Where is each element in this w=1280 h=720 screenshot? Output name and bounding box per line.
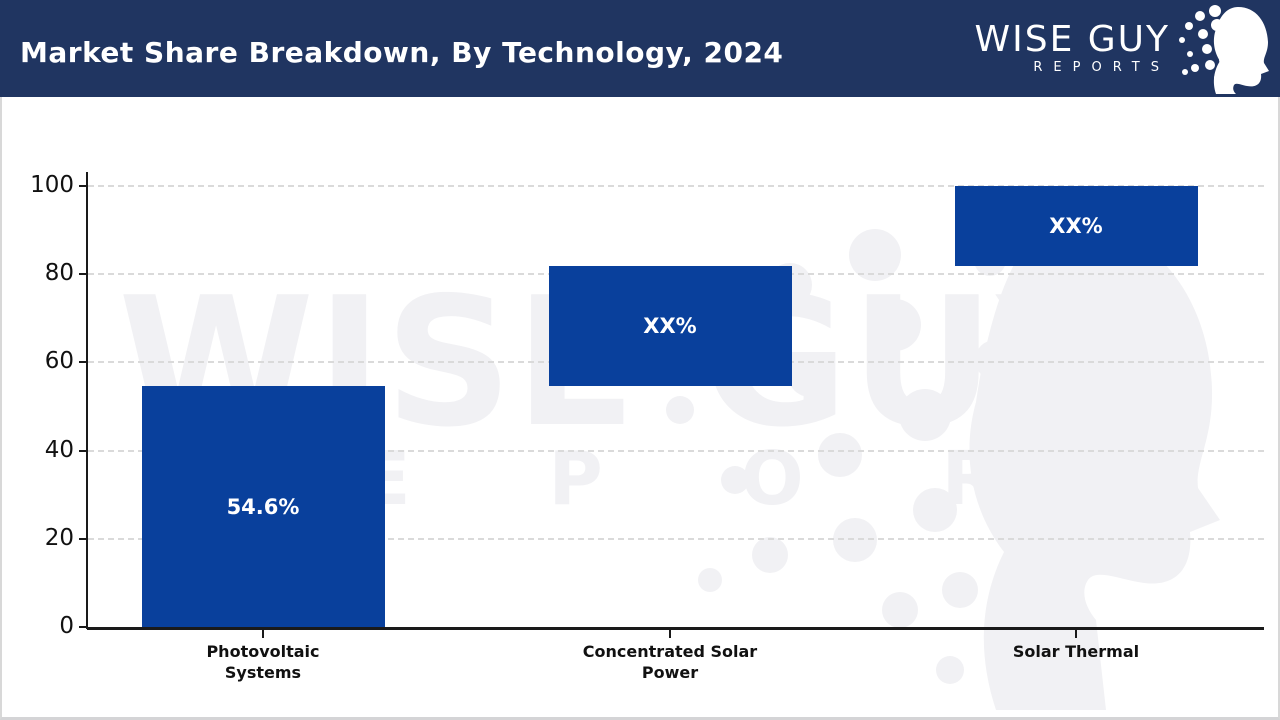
logo-subtitle: REPORTS [1033,60,1170,75]
y-tick-40 [79,449,88,452]
x-axis-line [87,627,1264,630]
wiseguy-head-icon [1179,5,1269,94]
y-tick-80 [79,273,88,276]
bar-label: XX% [643,314,697,339]
bar-photovoltaic-systems: 54.6% [141,386,385,627]
gridline-20 [88,537,1264,540]
x-tick-1 [669,630,671,638]
plot-area: 0 20 40 60 80 100 54.6% XX% XX% Photovoltaic Syste… [30,172,1264,682]
bar-label: XX% [1049,214,1103,239]
bar-solar-thermal: XX% [954,186,1198,267]
y-tick-label-100: 100 [30,172,74,198]
page-title: Market Share Breakdown, By Technology, 2… [20,36,784,69]
x-label-photovoltaic-systems: Photovoltaic Systems [206,642,320,682]
logo-wordmark: WISE GUY [974,19,1170,60]
gridline-100 [88,185,1264,187]
y-tick-label-40: 40 [44,436,74,463]
x-label-solar-thermal: Solar Thermal [1012,642,1140,661]
y-tick-label-80: 80 [44,260,74,287]
y-tick-label-20: 20 [44,524,74,551]
y-tick-20 [79,537,88,540]
y-axis-line [86,172,88,629]
gridline-40 [88,449,1264,452]
bar-label: 54.6% [226,494,300,519]
y-tick-60 [79,361,88,364]
y-tick-label-0: 0 [59,613,74,639]
y-tick-0 [79,626,88,628]
report-header: Market Share Breakdown, By Technology, 2… [0,0,1280,97]
bar-concentrated-solar-power: XX% [548,266,792,387]
x-tick-0 [262,630,264,638]
wiseguy-logo: WISE GUY REPORTS [974,19,1171,76]
y-tick-label-60: 60 [44,348,74,375]
x-label-concentrated-solar-power: Concentrated Solar Power [582,642,758,682]
x-tick-2 [1075,630,1077,638]
y-tick-100 [79,185,88,187]
